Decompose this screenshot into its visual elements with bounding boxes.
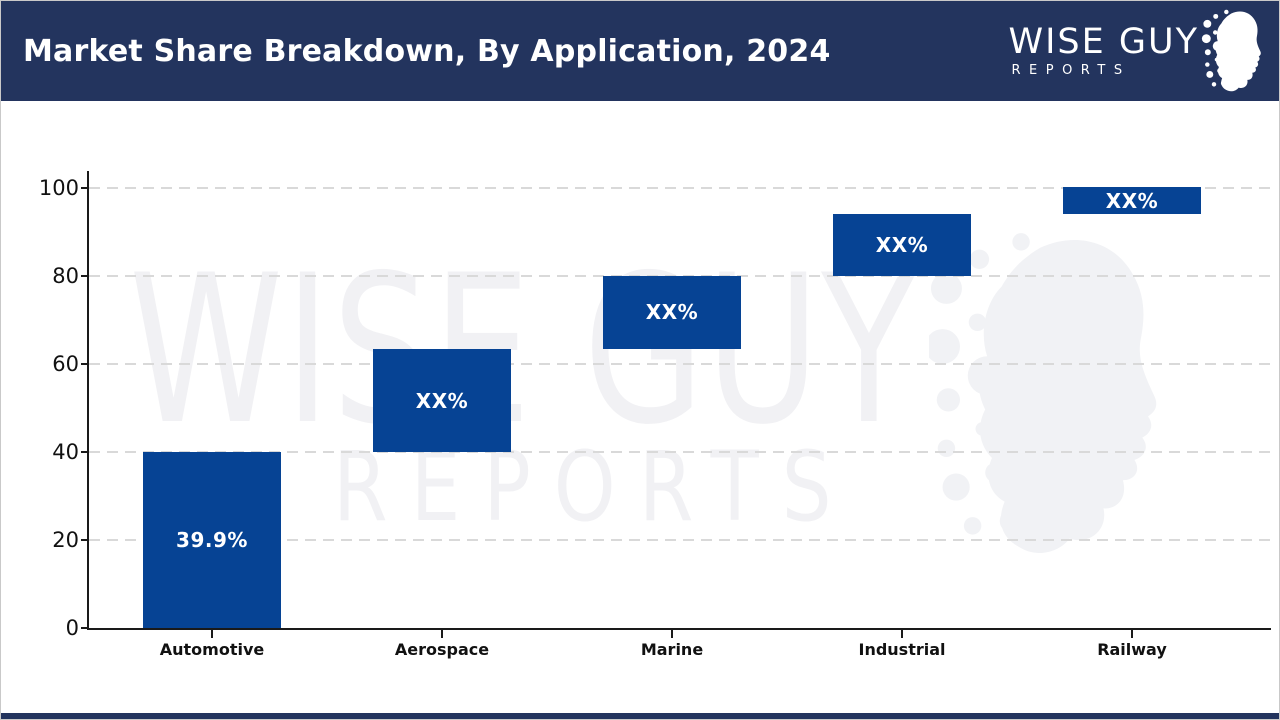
x-axis-tick <box>901 630 903 638</box>
watermark-face-icon <box>929 233 1157 553</box>
page-title: Market Share Breakdown, By Application, … <box>23 33 831 69</box>
bar-value-label: XX% <box>645 300 699 325</box>
gridline <box>89 363 1271 365</box>
y-axis-tick-label: 20 <box>52 528 79 552</box>
y-axis-tick-label: 0 <box>65 616 79 640</box>
wiseguy-logo-face-icon <box>1201 9 1261 92</box>
x-axis-category-label: Automotive <box>159 640 265 659</box>
y-axis-tick <box>81 539 89 541</box>
watermark-text-line2: REPORTS <box>333 431 855 543</box>
y-axis-line <box>87 171 89 630</box>
x-axis-category-label: Industrial <box>858 640 946 659</box>
y-axis-tick-label: 100 <box>38 176 79 200</box>
bar-value-label: XX% <box>875 232 929 257</box>
y-axis-tick <box>81 451 89 453</box>
bar-industrial: XX% <box>833 213 971 276</box>
wiseguy-logo-text: WISE GUY REPORTS <box>1008 24 1199 78</box>
y-axis-tick <box>81 187 89 189</box>
header-banner: Market Share Breakdown, By Application, … <box>1 1 1279 101</box>
wiseguy-logo: WISE GUY REPORTS <box>1008 7 1269 95</box>
bar-value-label: XX% <box>1105 188 1159 213</box>
bar-railway: XX% <box>1063 187 1201 214</box>
x-axis-tick <box>441 630 443 638</box>
y-axis-tick <box>81 627 89 629</box>
gridline <box>89 451 1271 453</box>
bar-aerospace: XX% <box>373 348 511 453</box>
x-axis-category-label: Marine <box>640 640 704 659</box>
wiseguy-logo-subtitle: REPORTS <box>1011 62 1131 78</box>
y-axis-tick-label: 80 <box>52 264 79 288</box>
y-axis-tick <box>81 363 89 365</box>
y-axis-tick-label: 60 <box>52 352 79 376</box>
x-axis-category-label: Aerospace <box>394 640 490 659</box>
gridline <box>89 539 1271 541</box>
gridline <box>89 187 1271 189</box>
x-axis-category-label: Railway <box>1097 640 1167 659</box>
footer-bar <box>1 713 1279 719</box>
x-axis-tick <box>1131 630 1133 638</box>
x-axis-tick <box>671 630 673 638</box>
x-axis-line <box>87 628 1271 630</box>
y-axis-tick-label: 40 <box>52 440 79 464</box>
bar-automotive: 39.9% <box>143 452 281 628</box>
bar-value-label: XX% <box>415 388 469 413</box>
wiseguy-logo-name: WISE GUY <box>1008 22 1199 63</box>
bar-value-label: 39.9% <box>176 528 248 553</box>
watermark-text-line1: WISE GUY <box>129 232 918 470</box>
x-axis-tick <box>211 630 213 638</box>
y-axis-tick <box>81 275 89 277</box>
bar-marine: XX% <box>603 276 741 349</box>
